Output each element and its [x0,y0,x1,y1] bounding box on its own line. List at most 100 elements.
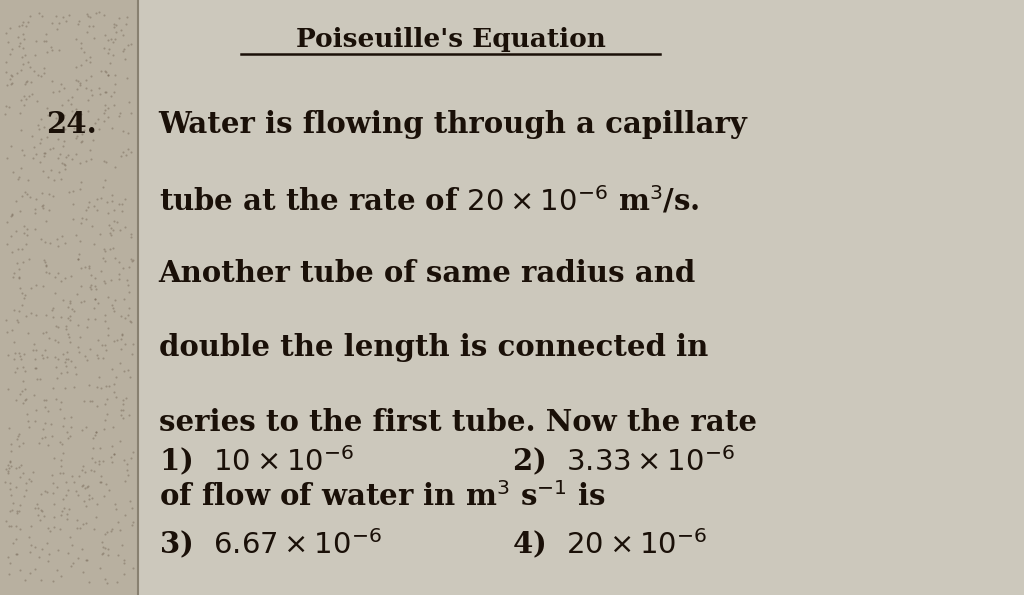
Point [98,394,115,404]
Point [19,17,36,27]
Point [36,395,52,405]
Point [20,57,37,67]
Point [102,452,119,462]
Point [104,225,121,234]
Point [87,294,103,303]
Point [63,540,80,549]
Point [37,418,53,427]
Point [84,90,100,100]
Point [14,29,31,39]
Point [1,569,17,579]
Point [85,127,101,136]
Point [108,392,124,402]
Point [93,66,110,76]
Point [17,486,34,495]
Point [9,68,26,78]
Point [47,288,63,298]
Point [22,568,38,578]
Point [8,395,25,405]
Point [99,197,116,206]
Point [23,11,39,20]
Point [10,463,27,472]
Point [85,136,101,145]
Point [103,526,120,536]
Point [18,77,35,86]
Point [22,547,38,556]
Point [72,236,88,245]
Point [30,70,46,80]
Point [68,149,84,159]
Point [58,515,75,524]
Point [9,431,26,441]
Point [123,39,139,49]
Point [33,134,49,144]
Point [86,466,102,476]
Point [88,284,104,293]
Text: 3)  $6.67 \times 10^{-6}$: 3) $6.67 \times 10^{-6}$ [159,527,382,561]
Point [62,561,79,571]
Text: Poiseuille's Equation: Poiseuille's Equation [296,27,605,52]
Point [121,410,137,419]
Point [75,480,91,490]
Point [61,431,78,441]
Point [40,111,56,120]
Point [11,173,28,182]
Point [97,381,114,390]
Point [112,358,128,368]
Point [122,453,138,463]
Point [16,228,33,237]
Point [41,205,57,215]
Point [23,308,39,318]
Point [30,511,46,520]
Point [10,430,27,439]
Point [37,345,53,355]
Point [57,161,74,170]
Point [4,248,20,257]
Point [14,377,31,386]
Point [89,194,105,203]
Point [93,340,110,349]
Point [86,430,102,440]
Point [37,237,53,247]
Point [10,245,27,254]
Point [124,521,140,530]
Point [49,242,66,251]
Point [5,272,22,281]
Point [115,147,131,156]
Point [9,506,26,516]
Text: double the length is connected in: double the length is connected in [159,333,708,362]
Point [38,30,54,39]
Point [104,190,121,200]
Point [73,109,89,119]
Point [20,422,37,432]
Point [120,365,136,375]
Point [16,79,33,89]
Point [87,273,103,282]
Point [97,529,114,538]
Point [120,129,136,138]
Point [82,396,98,406]
Point [94,353,111,362]
Point [115,395,131,405]
Point [34,506,50,515]
Point [0,460,16,469]
Point [58,324,75,334]
Point [117,511,133,520]
Point [96,543,113,552]
Point [62,356,79,365]
Point [63,422,80,432]
Point [49,234,66,244]
Point [116,455,132,465]
Point [123,318,139,327]
Point [25,154,41,163]
Point [106,499,123,509]
Point [96,176,113,185]
Point [72,347,88,356]
Point [68,115,84,124]
Point [11,283,28,293]
Point [39,487,55,496]
Point [62,311,79,321]
Point [44,431,60,441]
Point [0,102,14,111]
Point [44,576,60,585]
